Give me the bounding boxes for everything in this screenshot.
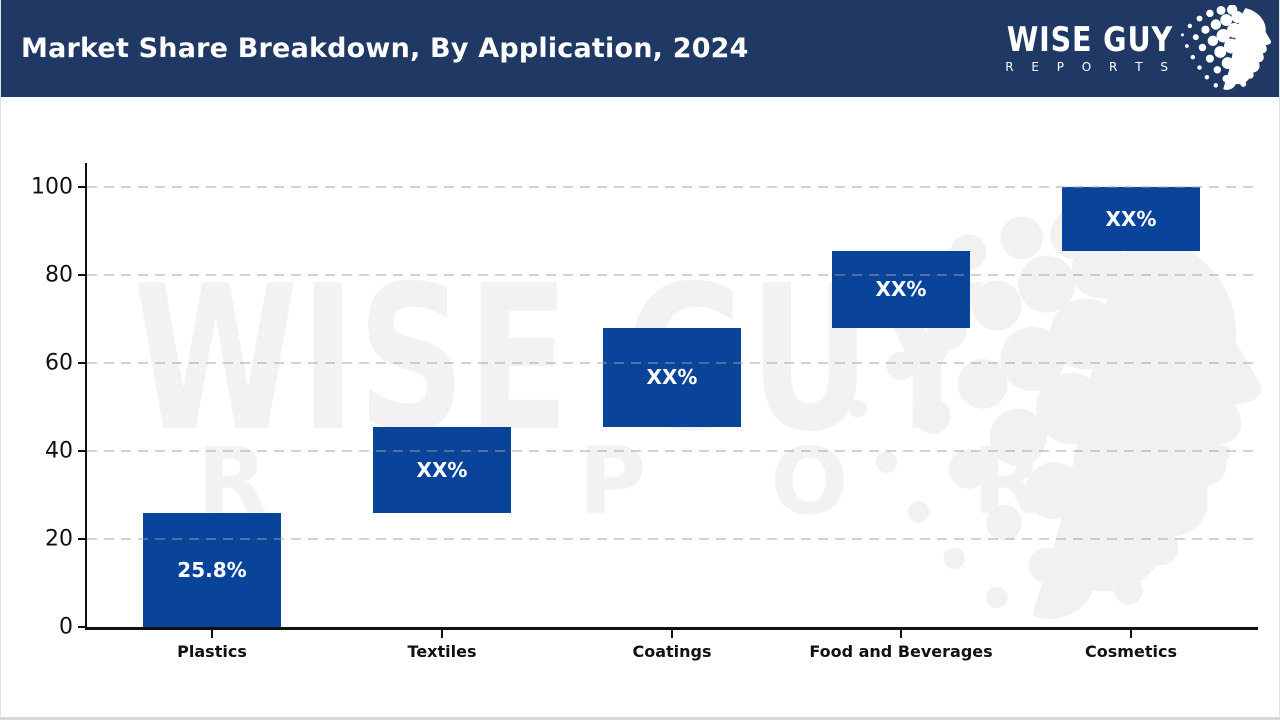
y-tick-label: 100: [31, 174, 73, 200]
y-tick-100: [78, 186, 86, 188]
plot-area: 0 20 40 60 80 100 25.8% XX% XX% XX% XX% Plastics Tex…: [1, 97, 1279, 717]
y-tick-60: [78, 362, 86, 364]
y-tick-label: 60: [45, 350, 73, 376]
x-tick-4: [1130, 630, 1132, 638]
x-tick-3: [900, 630, 902, 638]
wiseguy-head-icon: [1180, 4, 1272, 90]
logo-reports-text: R E P O R T S: [1005, 60, 1175, 75]
gridline-40: [87, 450, 1257, 452]
gridline-80: [87, 274, 1257, 276]
gridline-100: [87, 186, 1257, 188]
logo-wordmark-text: WISE GUY: [1006, 19, 1174, 60]
x-category-label: Coatings: [632, 642, 712, 661]
x-axis-spine: [85, 627, 1258, 630]
y-tick-label: 0: [59, 614, 73, 640]
x-category-label: Food and Beverages: [809, 642, 993, 661]
gridline-20: [87, 538, 1257, 540]
bar-plastics: [143, 513, 281, 627]
x-category-label: Plastics: [177, 642, 247, 661]
y-tick-20: [78, 538, 86, 540]
bar-value-label: 25.8%: [177, 558, 247, 583]
y-tick-80: [78, 274, 86, 276]
bar-value-label: XX%: [1105, 206, 1157, 231]
x-tick-0: [211, 630, 213, 638]
x-tick-1: [441, 630, 443, 638]
bar-coatings: [603, 327, 741, 427]
bar-value-label: XX%: [416, 458, 468, 483]
page-title: Market Share Breakdown, By Application, …: [21, 33, 749, 64]
wiseguy-logo: WISE GUY R E P O R T S: [991, 2, 1273, 95]
bar-value-label: XX%: [646, 365, 698, 390]
gridline-60: [87, 362, 1257, 364]
x-category-label: Textiles: [407, 642, 477, 661]
y-axis-spine: [85, 163, 87, 630]
header-band: Market Share Breakdown, By Application, …: [1, 0, 1279, 97]
x-tick-2: [671, 630, 673, 638]
y-tick-0: [78, 626, 86, 628]
y-tick-label: 80: [45, 262, 73, 288]
x-category-label: Cosmetics: [1085, 642, 1177, 661]
bar-textiles: [373, 426, 511, 514]
logo-wordmark: WISE GUY R E P O R T S: [991, 19, 1189, 75]
y-tick-40: [78, 450, 86, 452]
y-tick-label: 40: [45, 438, 73, 464]
y-tick-label: 20: [45, 526, 73, 552]
bar-value-label: XX%: [875, 277, 927, 302]
